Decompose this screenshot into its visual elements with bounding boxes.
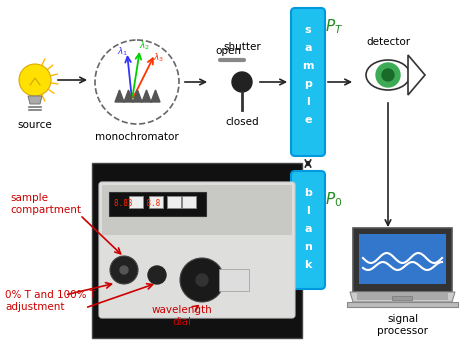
Text: m: m <box>302 61 314 71</box>
Text: n: n <box>304 242 312 252</box>
Text: a: a <box>304 43 312 53</box>
FancyBboxPatch shape <box>219 269 249 291</box>
FancyBboxPatch shape <box>167 196 181 208</box>
Text: b: b <box>304 188 312 198</box>
Text: p: p <box>304 79 312 89</box>
Text: closed: closed <box>225 117 259 127</box>
Polygon shape <box>28 96 42 104</box>
Circle shape <box>382 69 394 81</box>
Text: s: s <box>305 25 311 35</box>
Text: $P_0$: $P_0$ <box>325 190 342 209</box>
Text: a: a <box>304 224 312 234</box>
Circle shape <box>376 63 400 87</box>
Text: monochromator: monochromator <box>95 132 179 142</box>
Text: $\lambda_1$: $\lambda_1$ <box>117 45 128 57</box>
Text: $\lambda_3$: $\lambda_3$ <box>153 51 164 63</box>
Ellipse shape <box>366 60 410 90</box>
FancyBboxPatch shape <box>109 192 206 216</box>
FancyBboxPatch shape <box>291 171 325 289</box>
Text: l: l <box>306 97 310 107</box>
Text: wavelength
dial: wavelength dial <box>152 305 212 327</box>
FancyBboxPatch shape <box>102 185 292 235</box>
Circle shape <box>148 266 166 284</box>
Circle shape <box>120 266 128 274</box>
Circle shape <box>196 274 208 286</box>
Text: $P_T$: $P_T$ <box>325 17 343 36</box>
FancyBboxPatch shape <box>129 196 143 208</box>
FancyBboxPatch shape <box>353 228 452 292</box>
FancyBboxPatch shape <box>359 234 446 284</box>
Text: k: k <box>304 260 312 270</box>
Circle shape <box>232 72 252 92</box>
FancyBboxPatch shape <box>392 296 412 300</box>
Text: open: open <box>215 46 241 56</box>
Text: 8.83   8.8: 8.83 8.8 <box>114 199 160 208</box>
Text: l: l <box>306 206 310 216</box>
Circle shape <box>180 258 224 302</box>
Text: source: source <box>18 120 52 130</box>
FancyBboxPatch shape <box>149 196 163 208</box>
Text: e: e <box>304 115 312 125</box>
Polygon shape <box>350 292 455 302</box>
Circle shape <box>110 256 138 284</box>
FancyBboxPatch shape <box>347 302 458 307</box>
Text: detector: detector <box>366 37 410 47</box>
FancyBboxPatch shape <box>182 196 196 208</box>
Text: shutter: shutter <box>223 42 261 52</box>
Text: signal
processor: signal processor <box>377 314 428 335</box>
FancyBboxPatch shape <box>357 293 448 300</box>
Text: 0% T and 100% T
adjustment: 0% T and 100% T adjustment <box>5 290 96 311</box>
Polygon shape <box>408 55 425 95</box>
Polygon shape <box>115 90 160 102</box>
Text: sample
compartment: sample compartment <box>10 193 81 215</box>
FancyBboxPatch shape <box>291 8 325 156</box>
FancyBboxPatch shape <box>99 182 295 318</box>
FancyBboxPatch shape <box>92 163 302 338</box>
Circle shape <box>19 64 51 96</box>
Text: $\lambda_2$: $\lambda_2$ <box>139 39 150 52</box>
